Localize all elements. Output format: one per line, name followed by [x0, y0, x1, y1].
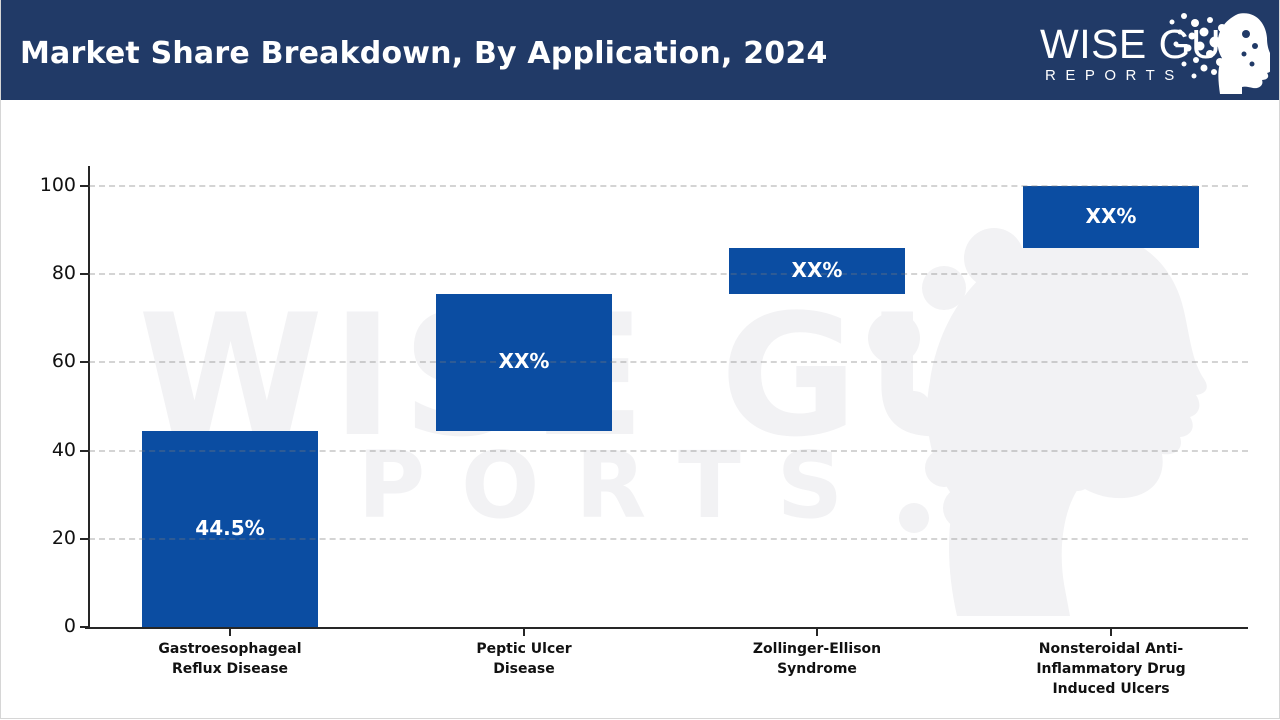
y-tick-mark-40 [80, 449, 88, 452]
gridline-60 [89, 361, 1248, 364]
chart-title: Market Share Breakdown, By Application, … [20, 36, 828, 71]
y-tick-label-60: 60 [51, 350, 76, 373]
y-axis-line [88, 166, 90, 629]
y-tick-label-100: 100 [39, 174, 76, 196]
x-tick-mark [523, 627, 525, 636]
bar-value-label: XX% [498, 349, 550, 374]
x-tick-mark [1110, 627, 1112, 636]
x-category-label-line: Disease [493, 660, 555, 677]
bar-value-label: XX% [791, 257, 843, 282]
x-category-label-line: Gastroesophageal [158, 641, 302, 657]
header-banner: Market Share Breakdown, By Application, … [0, 0, 1280, 100]
wiseguy-logo: WISE GUY REPORTS [1040, 13, 1270, 94]
x-category-label-line: Syndrome [777, 660, 857, 677]
x-category-label-line: Peptic Ulcer [476, 641, 572, 657]
bar-segment [436, 294, 612, 431]
bar-segment [729, 247, 905, 295]
x-category-label: Nonsteroidal Anti- Inflammatory Drug Induc… [991, 640, 1231, 700]
bar-segment [142, 430, 318, 627]
x-category-label-line: Inflammatory Drug [1036, 660, 1186, 677]
y-tick-label-0: 0 [63, 615, 76, 637]
bar-value-label: 44.5% [195, 515, 265, 540]
x-tick-mark [816, 627, 818, 636]
x-category-label: Gastroesophageal Reflux Disease [110, 640, 350, 680]
x-category-label-line: Zollinger-Ellison [752, 641, 882, 657]
bar-value-label: XX% [1085, 203, 1137, 228]
gridline-40 [89, 449, 1248, 452]
chart-plot-area: WISE GUY REPORTS 0 20 40 60 80 100 44.5% Gastro… [0, 100, 1280, 720]
x-tick-mark [229, 627, 231, 636]
x-axis-line [85, 627, 1248, 629]
logo-face-graphic [1217, 13, 1270, 94]
gridline-80 [89, 273, 1248, 276]
logo-subtitle: REPORTS [1045, 67, 1184, 84]
y-tick-mark-60 [80, 361, 88, 364]
y-tick-label-80: 80 [51, 262, 76, 285]
y-tick-mark-0 [80, 626, 88, 628]
y-tick-mark-20 [80, 537, 88, 540]
y-tick-mark-100 [80, 185, 88, 187]
y-tick-label-20: 20 [51, 526, 76, 549]
watermark-face-graphic [868, 222, 1207, 617]
gridline-20 [89, 537, 1248, 540]
x-category-label: Peptic Ulcer Disease [404, 640, 644, 680]
gridline-100 [89, 185, 1248, 187]
y-tick-label-40: 40 [51, 438, 76, 461]
y-tick-mark-80 [80, 273, 88, 276]
x-category-label-line: Nonsteroidal Anti- [1038, 641, 1184, 657]
x-category-label-line: Induced Ulcers [1052, 680, 1170, 697]
x-category-label: Zollinger-Ellison Syndrome [697, 640, 937, 680]
x-category-label-line: Reflux Disease [171, 660, 289, 677]
